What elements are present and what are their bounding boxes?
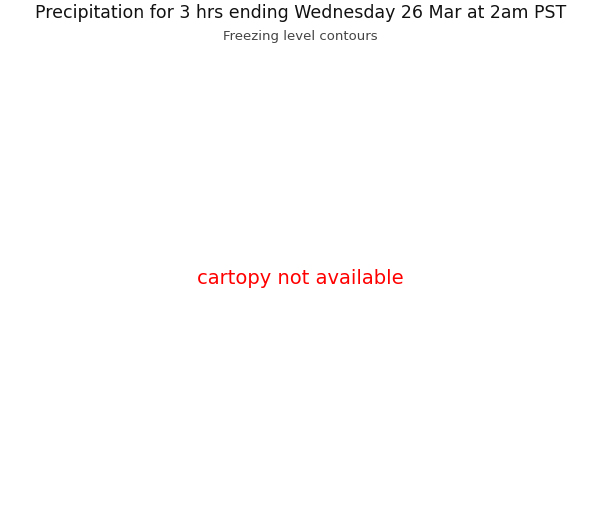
- Text: Precipitation for 3 hrs ending Wednesday 26 Mar at 2am PST: Precipitation for 3 hrs ending Wednesday…: [35, 4, 566, 22]
- Text: cartopy not available: cartopy not available: [197, 269, 404, 288]
- Text: Freezing level contours: Freezing level contours: [223, 30, 378, 43]
